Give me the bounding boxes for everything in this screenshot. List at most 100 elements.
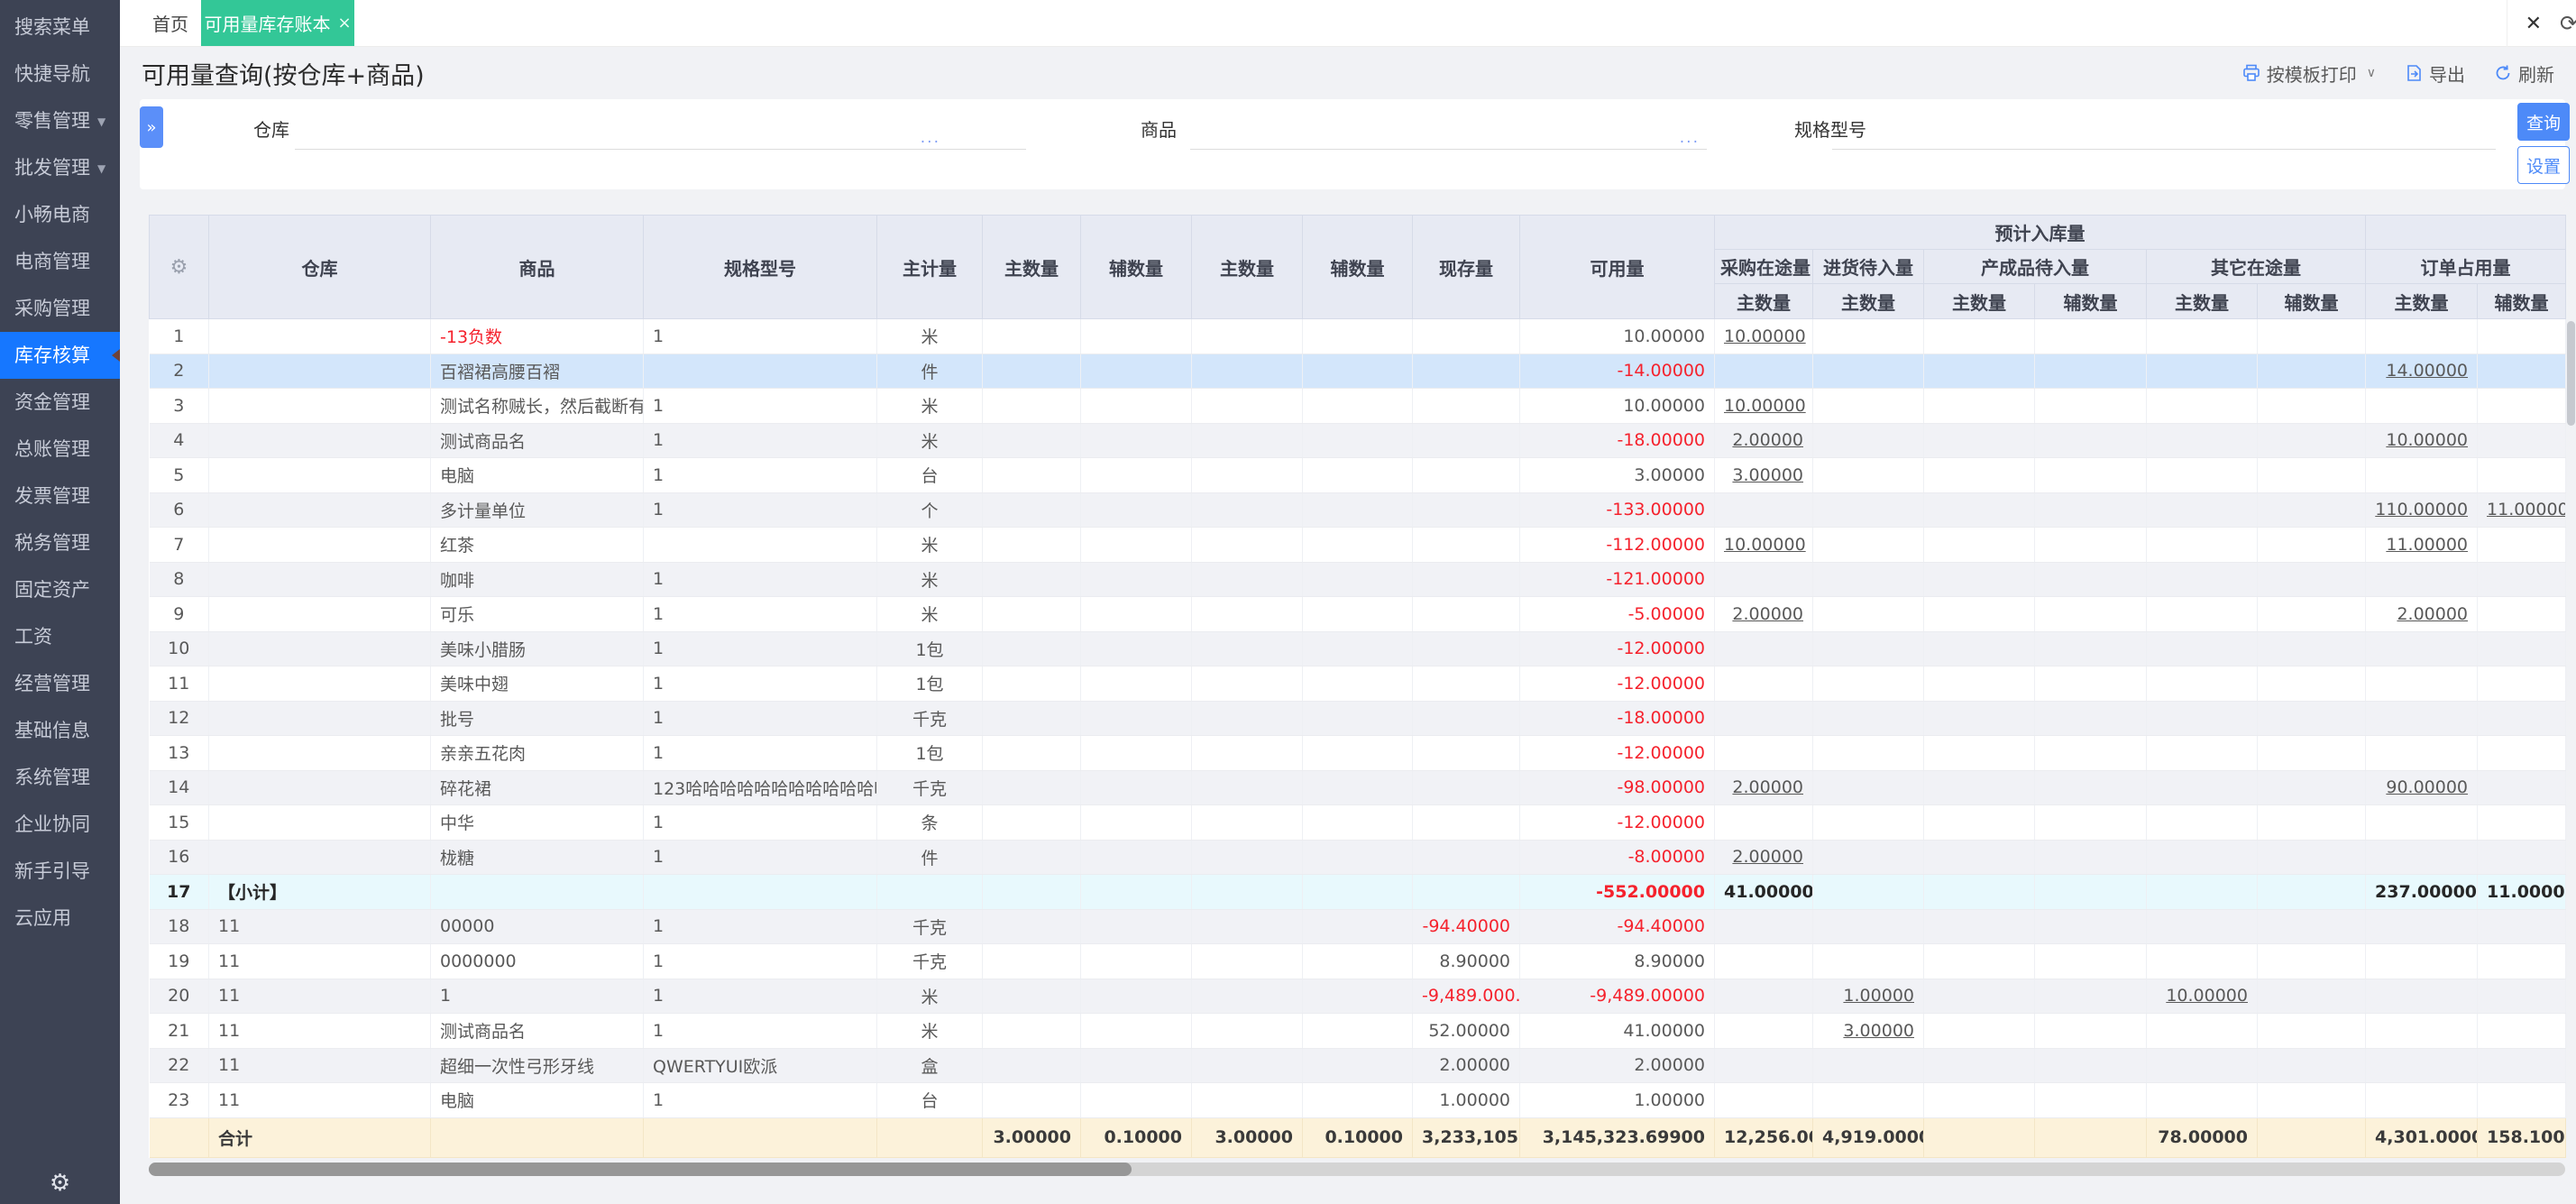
table-row[interactable]: 7 红茶 米 -112.00000 10.00000 11.00000 (149, 527, 2567, 563)
print-button[interactable]: 按模板打印 ∨ (2242, 60, 2376, 87)
export-button[interactable]: 导出 (2405, 60, 2465, 87)
table-row[interactable]: 13 亲亲五花肉 1 1包 -12.00000 (149, 735, 2567, 771)
table-row[interactable]: 19 11 0000000 1 千克 8.90000 8.90000 (149, 943, 2567, 979)
cell-order-occupied-main-qty[interactable]: 90.00000 (2365, 770, 2479, 805)
sidebar-item-15[interactable]: 基础信息 (0, 707, 120, 754)
cell-order-occupied-main-qty[interactable]: 2.00000 (2365, 596, 2479, 632)
cell-order-occupied-main-qty[interactable]: 10.00000 (2365, 423, 2479, 458)
col-warehouse[interactable]: 仓库 (208, 215, 431, 319)
sidebar-item-5[interactable]: 电商管理 (0, 238, 120, 285)
tabs-refresh-icon[interactable]: ⟳ (2560, 11, 2576, 36)
cell-purchase-transit-qty[interactable]: 3.00000 (1714, 457, 1813, 493)
col-stock[interactable]: 现存量 (1412, 215, 1520, 319)
table-row[interactable]: 4 测试商品名 1 米 -18.00000 2.00000 10.00000 (149, 423, 2567, 458)
cell-other-transit-main-qty[interactable]: 10.00000 (2146, 979, 2258, 1014)
table-row[interactable]: 14 碎花裙123哈哈哈哈哈哈哈哈哈哈哈哈哈...千克 -98.000002.000… (149, 770, 2567, 805)
cell-order-occupied-main-qty[interactable]: 110.00000 (2365, 492, 2479, 528)
cell-incoming-pending-qty[interactable]: 3.00000 (1812, 1013, 1924, 1049)
table-row[interactable]: 201111米-9,489.000...-9,489.000001.000001… (149, 979, 2567, 1014)
table-row[interactable]: 5 电脑 1 台 3.00000 3.00000 (149, 457, 2567, 493)
cell-purchase-transit-qty[interactable]: 2.00000 (1714, 596, 1813, 632)
col-incoming-pending-main[interactable]: 主数量 (1812, 283, 1924, 319)
table-row[interactable]: 17 【小计】 -552.00000 41.00000 237.00000 11.0000… (149, 874, 2567, 910)
product-picker-icon[interactable]: ... (1679, 129, 1700, 147)
col-other-transit-main[interactable]: 主数量 (2146, 283, 2258, 319)
sidebar-item-3[interactable]: 批发管理 ▼ (0, 144, 120, 191)
sidebar-gear-icon[interactable]: ⚙ (49, 1170, 71, 1197)
cell-purchase-transit-qty[interactable]: 2.00000 (1714, 423, 1813, 458)
sidebar-item-17[interactable]: 企业协同 (0, 801, 120, 848)
col-order-occupied[interactable]: 订单占用量 (2365, 249, 2567, 284)
table-row[interactable]: 22 11 超细一次性弓形牙线 QWERTYUI欧派盒 2.00000 2.00000 (149, 1048, 2567, 1083)
table-row[interactable]: 8 咖啡 1 米 -121.00000 (149, 562, 2567, 597)
horizontal-scrollbar-thumb[interactable] (149, 1162, 1132, 1176)
cell-purchase-transit-qty[interactable]: 10.00000 (1714, 318, 1813, 354)
col-purchase-transit[interactable]: 采购在途量 (1714, 249, 1813, 284)
col-aux-qty-2[interactable]: 辅数量 (1302, 215, 1413, 319)
col-order-occupied-main[interactable]: 主数量 (2365, 283, 2479, 319)
table-row[interactable]: 2 百褶裙高腰百褶 件 -14.00000 14.00000 (149, 354, 2567, 389)
tab-available-ledger[interactable]: 可用量库存账本 × (201, 0, 354, 46)
sidebar-item-0[interactable]: 搜索菜单 (0, 4, 120, 51)
cell-order-occupied-main-qty[interactable]: 14.00000 (2365, 354, 2479, 389)
vertical-scrollbar-thumb[interactable] (2567, 321, 2575, 426)
product-filter-input[interactable]: ... (1190, 117, 1707, 150)
cell-purchase-transit-qty[interactable]: 10.00000 (1714, 527, 1813, 563)
sidebar-item-9[interactable]: 总账管理 (0, 426, 120, 473)
col-available[interactable]: 可用量 (1519, 215, 1715, 319)
col-finished-pending[interactable]: 产成品待入量 (1923, 249, 2147, 284)
col-other-transit-aux[interactable]: 辅数量 (2256, 283, 2367, 319)
tab-home[interactable]: 首页 (140, 0, 201, 46)
sidebar-item-4[interactable]: 小畅电商 (0, 191, 120, 238)
col-other-transit[interactable]: 其它在途量 (2145, 249, 2367, 284)
col-purchase-transit-main[interactable]: 主数量 (1714, 283, 1813, 319)
tab-close-icon[interactable]: × (337, 14, 352, 32)
table-row[interactable]: 18 11 00000 1 千克 -94.40000 -94.40000 (149, 909, 2567, 944)
col-main-qty-1[interactable]: 主数量 (982, 215, 1081, 319)
table-row[interactable]: 11 美味中翅 1 1包 -12.00000 (149, 666, 2567, 702)
refresh-button[interactable]: 刷新 (2494, 60, 2554, 87)
col-aux-qty-1[interactable]: 辅数量 (1080, 215, 1192, 319)
table-row[interactable]: 21 11 测试商品名 1 米 52.00000 41.00000 3.00000 (149, 1013, 2567, 1049)
horizontal-scrollbar[interactable] (149, 1162, 2565, 1176)
cell-order-occupied-aux-qty[interactable]: 11.00000 (2477, 492, 2567, 528)
col-main-unit[interactable]: 主计量 (876, 215, 983, 319)
sidebar-item-7[interactable]: 库存核算 (0, 332, 120, 379)
table-row[interactable]: 10 美味小腊肠 1 1包 -12.00000 (149, 631, 2567, 666)
sidebar-item-14[interactable]: 经营管理 (0, 660, 120, 707)
col-incoming-pending[interactable]: 进货待入量 (1812, 249, 1924, 284)
sidebar-item-10[interactable]: 发票管理 (0, 473, 120, 519)
sidebar-item-8[interactable]: 资金管理 (0, 379, 120, 426)
cell-purchase-transit-qty[interactable]: 10.00000 (1714, 388, 1813, 424)
table-row[interactable]: 1 -13负数 1 米 10.00000 10.00000 (149, 318, 2567, 354)
table-row[interactable]: 16 栊糖 1 件 -8.00000 2.00000 (149, 840, 2567, 875)
column-settings-header[interactable]: ⚙ (149, 215, 209, 319)
sidebar-item-11[interactable]: 税务管理 (0, 519, 120, 566)
table-row[interactable]: 12 批号 1 千克 -18.00000 (149, 701, 2567, 736)
table-row[interactable]: 15 中华 1 条 -12.00000 (149, 804, 2567, 841)
chevron-down-icon[interactable]: ∨ (2366, 66, 2376, 80)
sidebar-item-12[interactable]: 固定资产 (0, 566, 120, 613)
col-spec[interactable]: 规格型号 (643, 215, 877, 319)
cell-order-occupied-main-qty[interactable]: 11.00000 (2365, 527, 2479, 563)
warehouse-filter-input[interactable]: ... (295, 117, 1026, 150)
expand-filters-button[interactable]: » (140, 106, 163, 148)
query-button[interactable]: 查询 (2517, 103, 2570, 141)
warehouse-picker-icon[interactable]: ... (920, 129, 940, 147)
sidebar-item-1[interactable]: 快捷导航 (0, 51, 120, 97)
sidebar-item-16[interactable]: 系统管理 (0, 754, 120, 801)
sidebar-item-13[interactable]: 工资 (0, 613, 120, 660)
spec-filter-input[interactable] (1832, 117, 2496, 150)
cell-purchase-transit-qty[interactable]: 2.00000 (1714, 770, 1813, 805)
sidebar-item-2[interactable]: 零售管理 ▼ (0, 97, 120, 144)
table-row[interactable]: 6 多计量单位 1 个 -133.00000 110.00000 11.00000 (149, 492, 2567, 528)
sidebar-item-6[interactable]: 采购管理 (0, 285, 120, 332)
sidebar-item-18[interactable]: 新手引导 (0, 848, 120, 895)
cell-purchase-transit-qty[interactable]: 2.00000 (1714, 840, 1813, 875)
col-finished-pending-aux[interactable]: 辅数量 (2034, 283, 2147, 319)
col-order-occupied-aux[interactable]: 辅数量 (2477, 283, 2567, 319)
gear-icon[interactable]: ⚙ (170, 255, 188, 279)
window-close-icon[interactable]: ✕ (2506, 0, 2560, 47)
table-row[interactable]: 23 11 电脑 1 台 1.00000 1.00000 (149, 1082, 2567, 1118)
